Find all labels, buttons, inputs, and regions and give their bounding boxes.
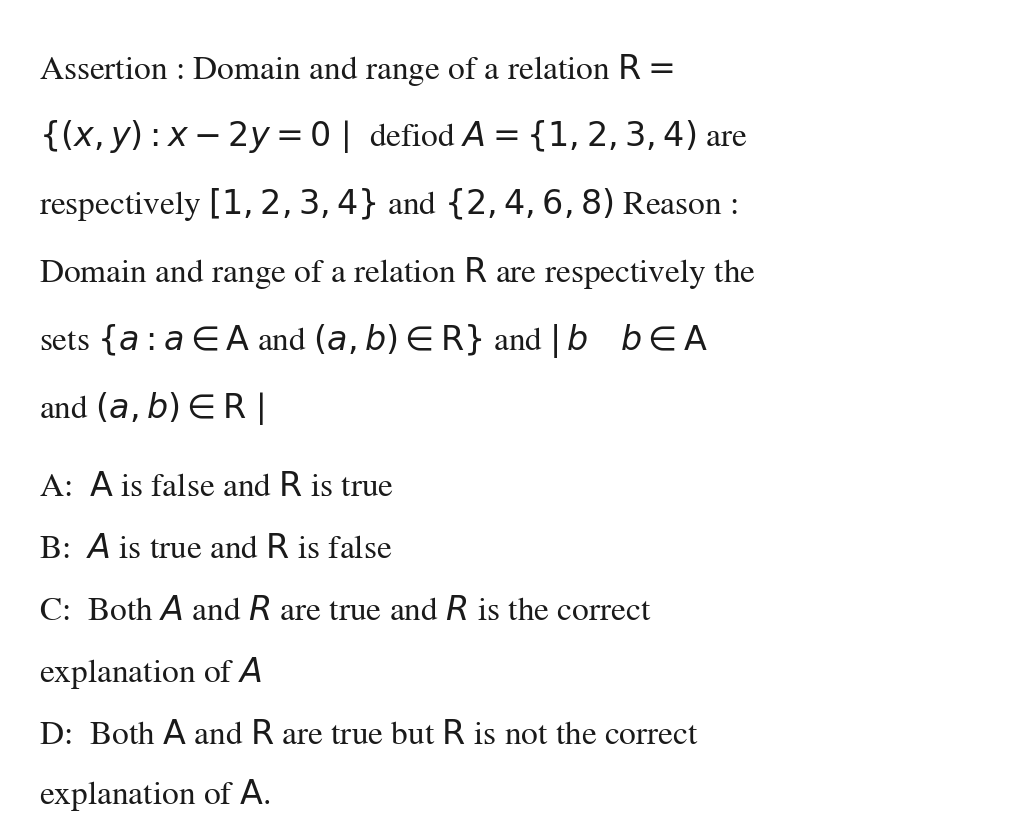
Text: D:  Both $\mathrm{A}$ and $\mathrm{R}$ are true but $\mathrm{R}$ is not the corr: D: Both $\mathrm{A}$ and $\mathrm{R}$ ar…	[39, 722, 698, 751]
Text: and $(a, b) \in \mathrm{R}\mid$: and $(a, b) \in \mathrm{R}\mid$	[39, 390, 263, 427]
Text: sets $\{a : a \in \mathrm{A}$ and $(a, b) \in \mathrm{R}\}$ and $|\, b \quad b \: sets $\{a : a \in \mathrm{A}$ and $(a, b…	[39, 322, 708, 360]
Text: $\{(x, y) : x - 2y = 0 \mid$ defiod $A = \{1, 2, 3, 4)$ are: $\{(x, y) : x - 2y = 0 \mid$ defiod $A =…	[39, 118, 748, 155]
Text: Assertion : Domain and range of a relation $\mathrm{R} =$: Assertion : Domain and range of a relati…	[39, 51, 674, 88]
Text: B:  $\mathit{A}$ is true and $\mathrm{R}$ is false: B: $\mathit{A}$ is true and $\mathrm{R}$…	[39, 536, 392, 565]
Text: explanation of $\mathit{A}$: explanation of $\mathit{A}$	[39, 655, 262, 691]
Text: explanation of $\mathrm{A}$.: explanation of $\mathrm{A}$.	[39, 777, 270, 813]
Text: Domain and range of a relation $\mathrm{R}$ are respectively the: Domain and range of a relation $\mathrm{…	[39, 255, 756, 291]
Text: respectively $[1, 2, 3, 4\}$ and $\{2, 4, 6, 8)$ Reason :: respectively $[1, 2, 3, 4\}$ and $\{2, 4…	[39, 186, 738, 223]
Text: A:  $\mathrm{A}$ is false and $\mathrm{R}$ is true: A: $\mathrm{A}$ is false and $\mathrm{R}…	[39, 474, 394, 503]
Text: C:  Both $\mathit{A}$ and $\mathit{R}$ are true and $\mathit{R}$ is the correct: C: Both $\mathit{A}$ and $\mathit{R}$ ar…	[39, 598, 651, 627]
